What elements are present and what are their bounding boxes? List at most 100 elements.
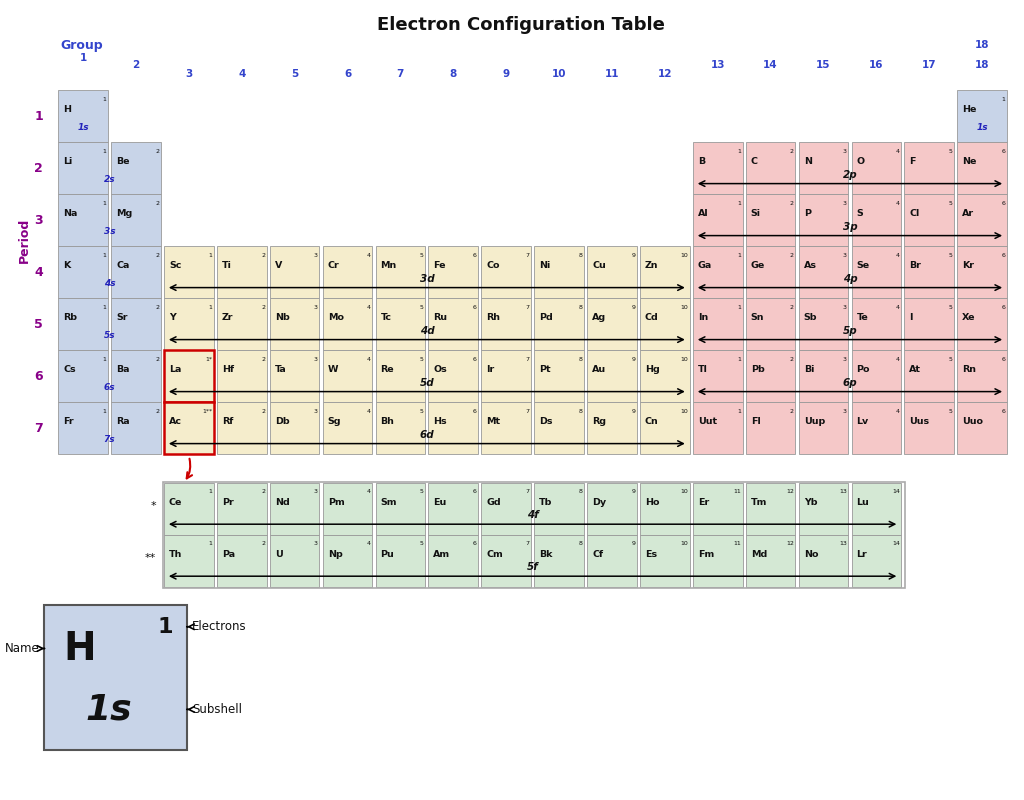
Text: 1: 1: [737, 409, 741, 414]
Bar: [799, 246, 848, 298]
Bar: [269, 298, 319, 350]
Bar: [904, 298, 954, 350]
Text: Db: Db: [274, 418, 290, 426]
Text: 7s: 7s: [103, 435, 116, 444]
Text: 2: 2: [790, 357, 794, 362]
Text: 1s: 1s: [976, 123, 988, 132]
Bar: [640, 534, 690, 586]
Bar: [904, 246, 954, 298]
Text: Mn: Mn: [381, 262, 396, 270]
Text: 2: 2: [790, 149, 794, 154]
Text: 1s: 1s: [85, 692, 132, 726]
Text: H: H: [63, 106, 72, 114]
Bar: [957, 142, 1007, 194]
Text: Os: Os: [433, 366, 447, 374]
Text: Ti: Ti: [222, 262, 231, 270]
Bar: [428, 482, 478, 534]
Text: Yb: Yb: [804, 498, 817, 507]
Bar: [640, 246, 690, 298]
Text: 17: 17: [922, 60, 937, 70]
Text: 18: 18: [975, 40, 989, 50]
Text: 6: 6: [1001, 201, 1006, 206]
Text: K: K: [63, 262, 71, 270]
Text: 5p: 5p: [843, 326, 857, 336]
Bar: [852, 482, 901, 534]
Text: Hg: Hg: [645, 366, 659, 374]
Text: As: As: [804, 262, 817, 270]
Text: He: He: [963, 106, 977, 114]
Bar: [535, 298, 584, 350]
Text: Am: Am: [433, 550, 451, 559]
Text: 9: 9: [503, 69, 510, 79]
Text: 3: 3: [843, 149, 847, 154]
Text: 6: 6: [1001, 149, 1006, 154]
Text: 5: 5: [420, 305, 424, 310]
Text: Ga: Ga: [698, 262, 712, 270]
Text: Ir: Ir: [486, 366, 495, 374]
Text: 1: 1: [102, 149, 106, 154]
Bar: [217, 534, 266, 586]
Text: Ca: Ca: [116, 262, 129, 270]
Text: 9: 9: [631, 305, 635, 310]
Bar: [957, 246, 1007, 298]
Text: H: H: [63, 630, 95, 667]
Text: Au: Au: [592, 366, 606, 374]
Text: 8: 8: [450, 69, 457, 79]
Text: 7: 7: [525, 490, 529, 494]
Text: 4: 4: [367, 253, 371, 258]
Text: 6: 6: [473, 357, 476, 362]
Text: Na: Na: [63, 210, 78, 218]
Text: Cu: Cu: [592, 262, 606, 270]
Bar: [376, 246, 425, 298]
Bar: [164, 482, 214, 534]
Bar: [852, 194, 901, 246]
Text: 7: 7: [525, 253, 529, 258]
Text: Co: Co: [486, 262, 500, 270]
Text: 1: 1: [102, 253, 106, 258]
Text: Sc: Sc: [169, 262, 181, 270]
Text: 11: 11: [733, 542, 741, 546]
Bar: [852, 350, 901, 402]
Text: 1: 1: [1001, 97, 1006, 102]
Text: 1: 1: [737, 357, 741, 362]
Text: Sn: Sn: [751, 314, 764, 322]
Text: 12: 12: [786, 542, 794, 546]
Text: 5: 5: [949, 201, 952, 206]
Bar: [693, 534, 742, 586]
Text: Cs: Cs: [63, 366, 76, 374]
Text: Lv: Lv: [856, 418, 868, 426]
Text: 7: 7: [34, 422, 43, 434]
Bar: [852, 534, 901, 586]
Bar: [112, 402, 161, 454]
Text: 2: 2: [261, 490, 265, 494]
Text: 7: 7: [396, 69, 404, 79]
Bar: [640, 298, 690, 350]
Text: La: La: [169, 366, 181, 374]
Text: 4: 4: [367, 357, 371, 362]
Bar: [217, 298, 266, 350]
Text: Pm: Pm: [328, 498, 344, 507]
Bar: [745, 298, 796, 350]
Text: 2: 2: [261, 305, 265, 310]
Bar: [640, 402, 690, 454]
Text: S: S: [856, 210, 863, 218]
Bar: [957, 298, 1007, 350]
Text: Ce: Ce: [169, 498, 182, 507]
Text: Md: Md: [751, 550, 767, 559]
Bar: [745, 350, 796, 402]
Text: 1: 1: [737, 305, 741, 310]
Text: Mg: Mg: [116, 210, 132, 218]
Text: 8: 8: [579, 305, 583, 310]
Text: 2: 2: [790, 409, 794, 414]
Text: Bi: Bi: [804, 366, 814, 374]
Text: 7: 7: [525, 305, 529, 310]
Text: 4: 4: [367, 409, 371, 414]
Bar: [58, 90, 108, 142]
Text: 6: 6: [473, 305, 476, 310]
Bar: [852, 142, 901, 194]
Text: 5: 5: [420, 357, 424, 362]
Bar: [693, 482, 742, 534]
Text: Sm: Sm: [381, 498, 397, 507]
Bar: [323, 402, 373, 454]
Bar: [428, 534, 478, 586]
